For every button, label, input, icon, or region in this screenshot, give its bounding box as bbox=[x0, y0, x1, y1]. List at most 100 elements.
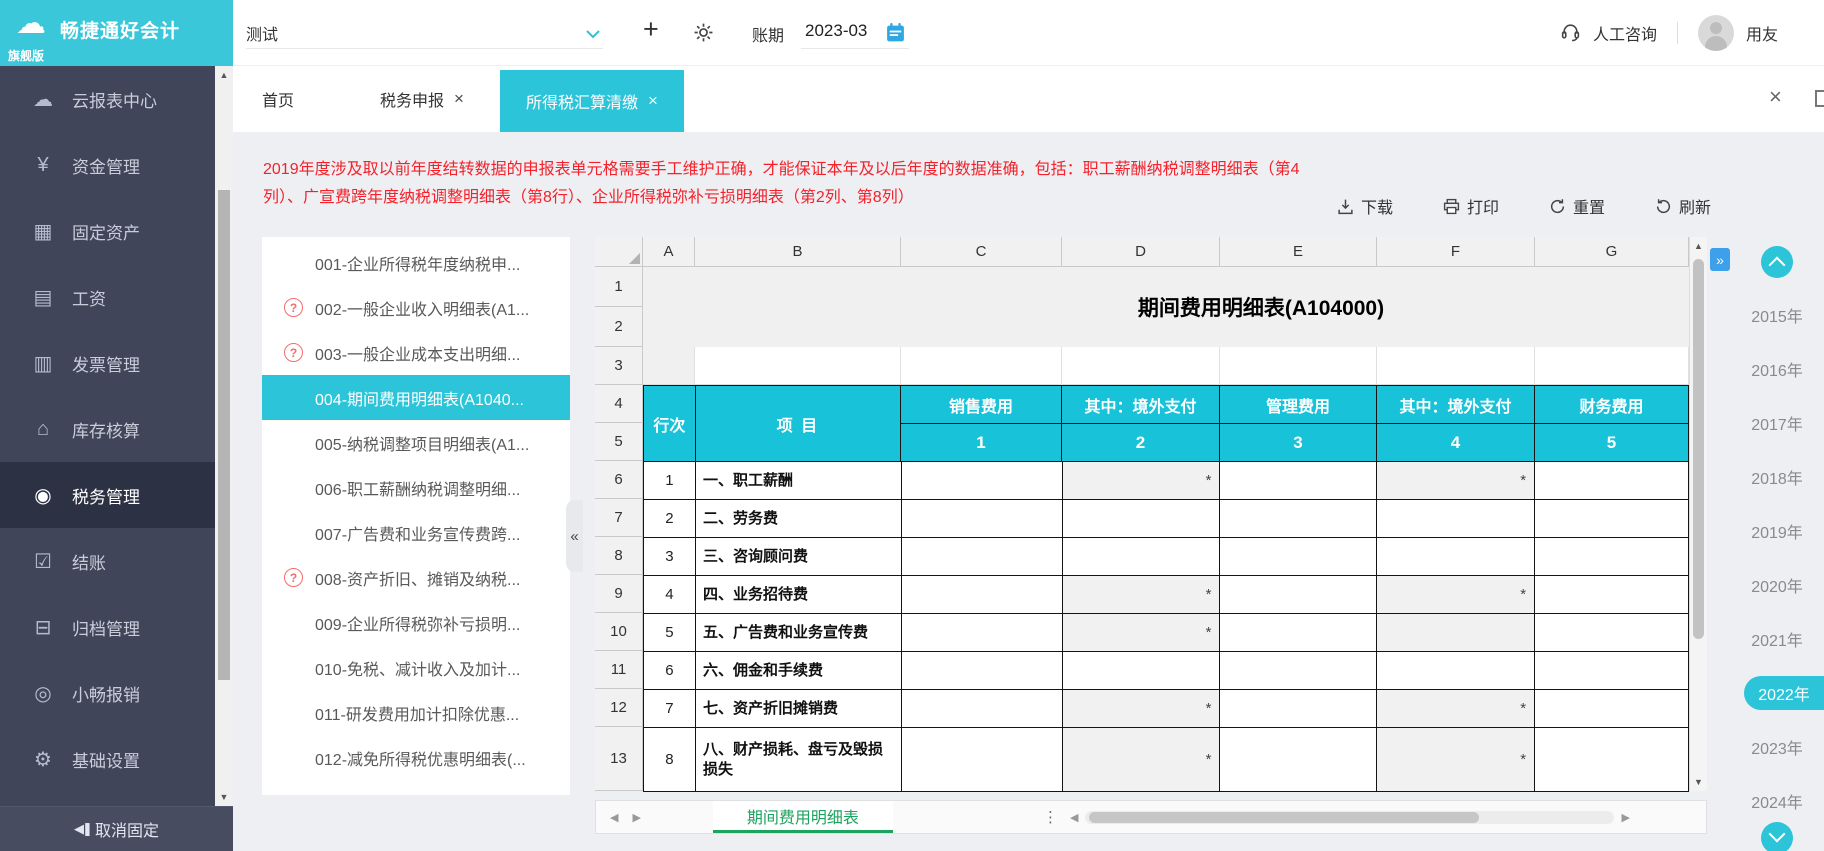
cell-value[interactable] bbox=[1062, 538, 1221, 576]
year-item[interactable]: 2020年 bbox=[1751, 579, 1803, 596]
column-header[interactable]: G bbox=[1535, 237, 1689, 267]
cell-line-no[interactable]: 5 bbox=[644, 614, 696, 652]
cell-value[interactable] bbox=[1535, 728, 1689, 792]
sidebar-item[interactable]: ⊟ 归档管理 bbox=[0, 594, 215, 660]
cell-value[interactable] bbox=[1535, 576, 1689, 614]
cell-value[interactable] bbox=[1062, 652, 1221, 690]
tab[interactable]: 税务申报 × bbox=[380, 66, 464, 132]
year-item[interactable]: 2015年 bbox=[1751, 309, 1803, 326]
row-header[interactable]: 2 bbox=[595, 307, 643, 347]
toolbar-button[interactable]: 重置 bbox=[1549, 194, 1605, 218]
year-item[interactable]: 2022年 bbox=[1744, 676, 1824, 710]
row-header[interactable]: 3 bbox=[595, 347, 643, 385]
sidebar-item[interactable]: ☑ 结账 bbox=[0, 528, 215, 594]
cell-value[interactable] bbox=[1377, 652, 1536, 690]
cell-value[interactable] bbox=[1220, 462, 1378, 500]
period-value[interactable]: 2023-03 bbox=[805, 21, 868, 40]
tab-close-icon[interactable]: × bbox=[454, 89, 464, 108]
sheet-tab[interactable]: 期间费用明细表 bbox=[712, 801, 893, 833]
drag-handle-icon[interactable]: ⋮ bbox=[1042, 809, 1058, 826]
column-header[interactable]: C bbox=[901, 237, 1062, 267]
sidebar-item[interactable]: ☁ 云报表中心 bbox=[0, 66, 215, 132]
chevron-down-icon[interactable] bbox=[585, 27, 601, 44]
sheet-next-icon[interactable]: ▶ bbox=[632, 811, 641, 824]
cell-value[interactable]: * bbox=[1377, 462, 1536, 500]
help-icon[interactable]: ? bbox=[284, 343, 303, 362]
cell-value[interactable] bbox=[901, 614, 1063, 652]
cell-item[interactable]: 四、业务招待费 bbox=[695, 576, 902, 614]
row-header[interactable]: 12 bbox=[595, 689, 643, 727]
sidebar-item[interactable]: ▦ 固定资产 bbox=[0, 198, 215, 264]
form-list-item[interactable]: ? 009-企业所得税弥补亏损明... bbox=[262, 600, 570, 645]
collapse-panel-handle[interactable]: « bbox=[566, 500, 583, 572]
row-header[interactable]: 13 bbox=[595, 727, 643, 791]
year-scroll-down-button[interactable] bbox=[1761, 822, 1793, 851]
sidebar-item[interactable]: ▤ 工资 bbox=[0, 264, 215, 330]
scroll-down-icon[interactable]: ▼ bbox=[1694, 777, 1703, 787]
form-list-item[interactable]: ? 012-减免所得税优惠明细表(... bbox=[262, 735, 570, 780]
toolbar-button[interactable]: 打印 bbox=[1443, 194, 1499, 218]
form-list-item[interactable]: ? 008-资产折旧、摊销及纳税... bbox=[262, 555, 570, 600]
year-item[interactable]: 2018年 bbox=[1751, 471, 1803, 488]
cell-value[interactable]: * bbox=[1062, 690, 1221, 728]
sidebar-item[interactable]: ◎ 小畅报销 bbox=[0, 660, 215, 726]
cell-item[interactable]: 六、佣金和手续费 bbox=[695, 652, 902, 690]
cell-value[interactable]: * bbox=[1062, 728, 1221, 792]
row-header[interactable]: 4 bbox=[595, 385, 643, 423]
cell-value[interactable]: * bbox=[1377, 576, 1536, 614]
sidebar-item[interactable]: ▭ bbox=[0, 792, 215, 806]
year-item[interactable]: 2017年 bbox=[1751, 417, 1803, 434]
cell-value[interactable]: * bbox=[1062, 576, 1221, 614]
cell-item[interactable]: 一、职工薪酬 bbox=[695, 462, 902, 500]
cell-value[interactable] bbox=[1220, 652, 1378, 690]
cell-value[interactable] bbox=[901, 728, 1063, 792]
unpin-sidebar-button[interactable]: ◀❚ 取消固定 bbox=[0, 806, 233, 851]
cell-value[interactable] bbox=[1535, 614, 1689, 652]
cell-value[interactable] bbox=[1220, 500, 1378, 538]
cell-line-no[interactable]: 7 bbox=[644, 690, 696, 728]
year-item[interactable]: 2021年 bbox=[1751, 633, 1803, 650]
support-link[interactable]: 人工咨询 bbox=[1592, 27, 1657, 44]
avatar[interactable] bbox=[1697, 15, 1734, 51]
form-list-item[interactable]: ? 002-一般企业收入明细表(A1... bbox=[262, 285, 570, 330]
row-header[interactable]: 8 bbox=[595, 537, 643, 575]
window-icon[interactable] bbox=[1815, 90, 1824, 107]
year-scroll-up-button[interactable] bbox=[1761, 246, 1793, 278]
sidebar-item[interactable]: ▥ 发票管理 bbox=[0, 330, 215, 396]
year-item[interactable]: 2023年 bbox=[1751, 741, 1803, 758]
cell-item[interactable]: 二、劳务费 bbox=[695, 500, 902, 538]
tab[interactable]: 首页 × bbox=[262, 66, 294, 132]
cell-value[interactable] bbox=[1535, 462, 1689, 500]
cell-value[interactable] bbox=[1535, 652, 1689, 690]
headset-icon[interactable] bbox=[1560, 21, 1581, 46]
cell-value[interactable] bbox=[1220, 576, 1378, 614]
cell-item[interactable]: 七、资产折旧摊销费 bbox=[695, 690, 902, 728]
user-menu[interactable]: 用友 bbox=[1745, 27, 1778, 44]
cell-line-no[interactable]: 6 bbox=[644, 652, 696, 690]
sidebar-item[interactable]: ¥ 资金管理 bbox=[0, 132, 215, 198]
form-list-item[interactable]: ? 001-企业所得税年度纳税申... bbox=[262, 240, 570, 285]
column-header[interactable]: F bbox=[1377, 237, 1535, 267]
row-header[interactable]: 11 bbox=[595, 651, 643, 689]
form-list-item[interactable]: ? 003-一般企业成本支出明细... bbox=[262, 330, 570, 375]
column-header[interactable]: D bbox=[1062, 237, 1220, 267]
cell-line-no[interactable]: 4 bbox=[644, 576, 696, 614]
expand-panel-icon[interactable]: » bbox=[1710, 248, 1730, 271]
sidebar-scrollbar-thumb[interactable] bbox=[218, 190, 230, 680]
cell-value[interactable] bbox=[1062, 500, 1221, 538]
sheet-prev-icon[interactable]: ◀ bbox=[610, 811, 619, 824]
form-list-item[interactable]: ? 007-广告费和业务宣传费跨... bbox=[262, 510, 570, 555]
scroll-left-icon[interactable]: ◀ bbox=[1069, 811, 1079, 824]
gear-icon[interactable] bbox=[693, 22, 714, 47]
help-icon[interactable]: ? bbox=[284, 568, 303, 587]
row-header[interactable]: 7 bbox=[595, 499, 643, 537]
form-list-item[interactable]: ? 011-研发费用加计扣除优惠... bbox=[262, 690, 570, 735]
column-header[interactable]: E bbox=[1220, 237, 1377, 267]
cell-value[interactable] bbox=[901, 652, 1063, 690]
cell-item[interactable]: 八、财产损耗、盘亏及毁损损失 bbox=[695, 728, 902, 792]
column-header[interactable]: B bbox=[695, 237, 901, 267]
form-list-item[interactable]: ? 006-职工薪酬纳税调整明细... bbox=[262, 465, 570, 510]
sidebar-scrollbar[interactable]: ▲ ▼ bbox=[215, 66, 233, 806]
scrollbar-thumb[interactable] bbox=[1693, 259, 1704, 639]
tab-close-icon[interactable]: × bbox=[648, 91, 658, 110]
